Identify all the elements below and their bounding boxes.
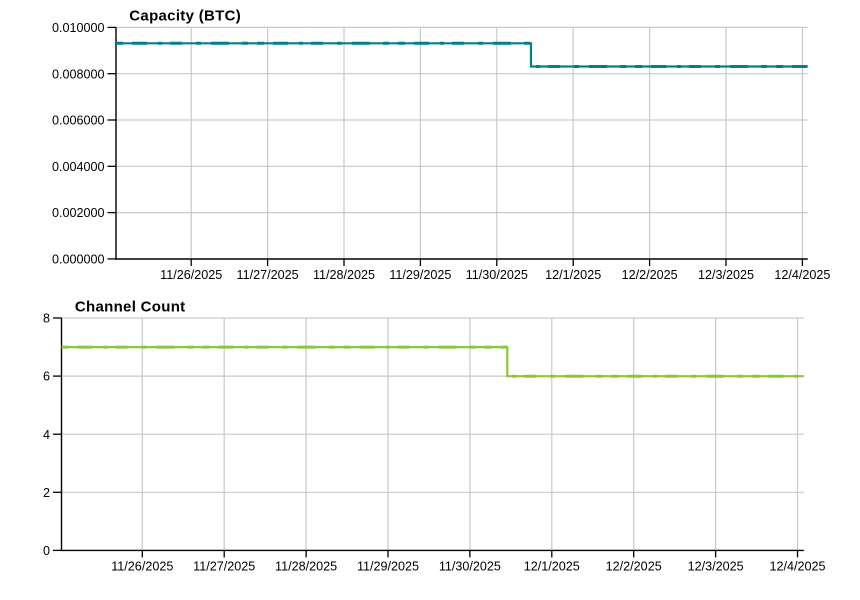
svg-text:0: 0 xyxy=(43,544,50,558)
svg-text:0.008000: 0.008000 xyxy=(52,67,105,81)
svg-text:11/27/2025: 11/27/2025 xyxy=(237,268,299,282)
svg-text:12/4/2025: 12/4/2025 xyxy=(769,560,825,574)
svg-text:11/26/2025: 11/26/2025 xyxy=(160,268,222,282)
svg-text:2: 2 xyxy=(43,486,50,500)
svg-text:11/30/2025: 11/30/2025 xyxy=(439,560,501,574)
svg-text:Channel Count: Channel Count xyxy=(75,298,186,315)
svg-text:11/30/2025: 11/30/2025 xyxy=(466,268,528,282)
svg-text:11/28/2025: 11/28/2025 xyxy=(313,268,375,282)
svg-text:0.002000: 0.002000 xyxy=(52,206,105,220)
svg-text:0.006000: 0.006000 xyxy=(52,114,105,128)
svg-text:11/29/2025: 11/29/2025 xyxy=(357,560,419,574)
svg-text:11/28/2025: 11/28/2025 xyxy=(275,560,337,574)
svg-text:11/26/2025: 11/26/2025 xyxy=(111,560,173,574)
svg-text:4: 4 xyxy=(43,428,50,442)
svg-text:0.004000: 0.004000 xyxy=(52,160,105,174)
svg-text:12/2/2025: 12/2/2025 xyxy=(622,268,678,282)
svg-text:12/1/2025: 12/1/2025 xyxy=(545,268,601,282)
svg-text:0.000000: 0.000000 xyxy=(52,253,105,267)
svg-text:8: 8 xyxy=(43,312,50,326)
svg-text:12/3/2025: 12/3/2025 xyxy=(688,560,744,574)
svg-text:12/1/2025: 12/1/2025 xyxy=(524,560,580,574)
svg-text:12/2/2025: 12/2/2025 xyxy=(606,560,662,574)
svg-text:Capacity (BTC): Capacity (BTC) xyxy=(129,8,241,25)
svg-text:0.010000: 0.010000 xyxy=(52,21,105,35)
svg-text:6: 6 xyxy=(43,370,50,384)
svg-text:12/4/2025: 12/4/2025 xyxy=(774,268,830,282)
svg-text:12/3/2025: 12/3/2025 xyxy=(698,268,754,282)
svg-text:11/29/2025: 11/29/2025 xyxy=(389,268,451,282)
svg-text:11/27/2025: 11/27/2025 xyxy=(193,560,255,574)
